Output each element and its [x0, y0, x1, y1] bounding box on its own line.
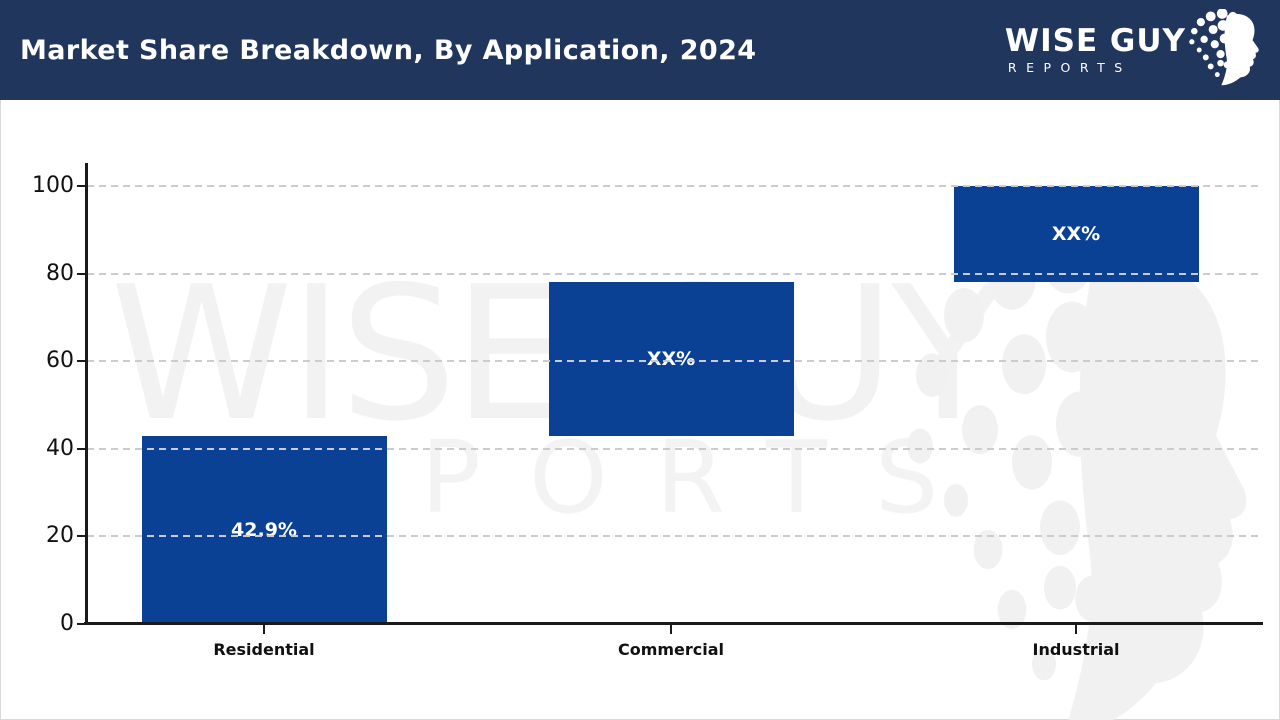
bar-residential: 42.9% [141, 435, 387, 624]
bar-value-label: 42.9% [231, 518, 297, 541]
y-tick-mark [77, 622, 86, 625]
y-tick-mark [77, 535, 86, 537]
y-tick-label: 100 [32, 173, 74, 198]
logo-wordmark: WISE GUY REPORTS [1004, 22, 1186, 75]
bar-commercial: XX% [548, 281, 794, 436]
y-tick-mark [77, 272, 86, 275]
x-tick-mark [1075, 625, 1077, 634]
gridline [87, 535, 1262, 537]
bar-value-label: XX% [1051, 222, 1101, 245]
y-tick-label: 60 [46, 348, 74, 373]
x-tick-mark [263, 625, 265, 634]
y-axis-line [85, 163, 88, 625]
page-title: Market Share Breakdown, By Application, … [20, 34, 757, 66]
x-tick-mark [670, 625, 672, 634]
logo-wordmark-line1: WISE GUY [1004, 22, 1186, 59]
gridline [87, 447, 1262, 450]
gridline [87, 360, 1262, 362]
y-tick-mark [77, 360, 86, 362]
x-axis-label-residential: Residential [213, 640, 315, 659]
x-axis-label-commercial: Commercial [617, 640, 725, 659]
bar-industrial: XX% [953, 186, 1199, 282]
gridline [87, 272, 1262, 275]
y-tick-mark [77, 447, 86, 450]
logo-wordmark-line2: REPORTS [1007, 59, 1132, 75]
header-bar: Market Share Breakdown, By Application, … [0, 0, 1280, 100]
logo-face-icon [1189, 9, 1259, 86]
y-tick-mark [77, 185, 86, 187]
y-tick-label: 80 [46, 260, 74, 286]
x-axis-line [84, 622, 1263, 625]
brand-logo: WISE GUY REPORTS [1005, 9, 1266, 91]
x-axis-label-industrial: Industrial [1032, 640, 1120, 659]
gridline [87, 185, 1262, 187]
y-tick-label: 0 [60, 610, 74, 636]
y-tick-label: 40 [46, 435, 74, 461]
y-tick-label: 20 [46, 523, 74, 548]
bar-value-label: XX% [646, 347, 696, 370]
